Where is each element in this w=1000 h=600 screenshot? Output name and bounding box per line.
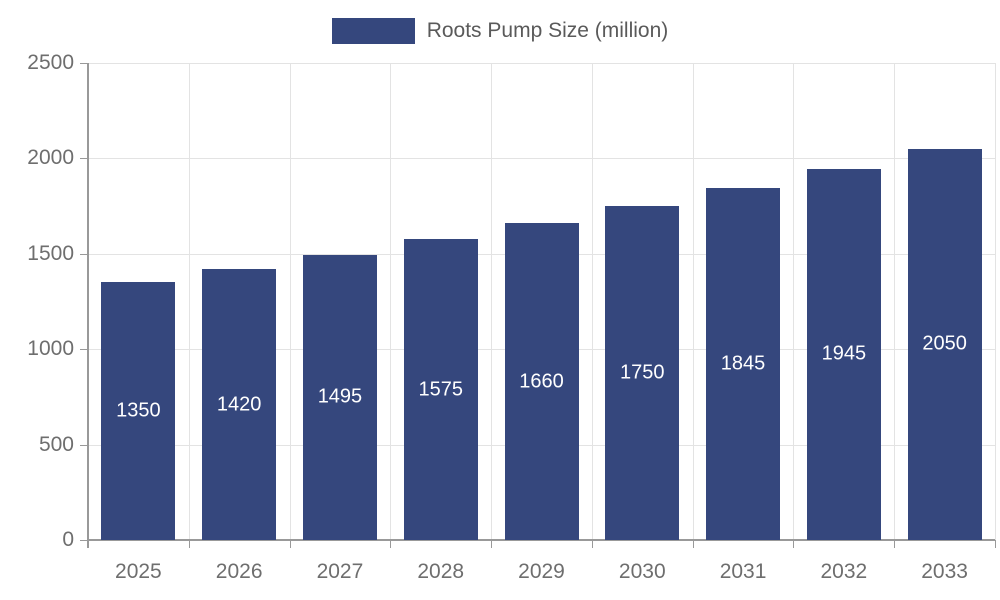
x-axis-label: 2032 <box>820 560 868 583</box>
x-axis-tick <box>692 540 694 548</box>
bar-value-label: 1945 <box>821 342 867 365</box>
bar-value-label: 1750 <box>620 361 665 384</box>
legend-item[interactable]: Roots Pump Size (million) <box>0 12 1000 50</box>
y-axis-label: 0 <box>62 528 74 551</box>
x-axis-label: 2029 <box>518 560 565 583</box>
y-axis-tick <box>80 253 88 255</box>
y-axis-label: 1500 <box>27 241 74 265</box>
x-axis-tick <box>289 540 291 548</box>
x-gridline <box>591 63 593 540</box>
y-axis-tick <box>80 158 88 160</box>
bar-value-label: 1350 <box>116 399 161 422</box>
x-gridline <box>995 63 996 540</box>
x-axis-label: 2026 <box>215 560 263 583</box>
bar[interactable] <box>706 187 781 540</box>
y-axis-label: 1000 <box>27 337 74 361</box>
x-axis-label: 2030 <box>618 560 666 583</box>
y-axis-tick <box>80 349 88 351</box>
x-axis-label: 2031 <box>719 560 767 583</box>
y-axis-tick <box>80 444 88 446</box>
x-axis-label: 2033 <box>921 560 968 583</box>
y-axis-tick <box>80 540 88 541</box>
bar-value-label: 1495 <box>317 385 363 408</box>
x-axis-tick <box>995 540 996 548</box>
y-axis-label: 500 <box>38 432 74 456</box>
legend-label: Roots Pump Size (million) <box>426 19 669 42</box>
y-axis-label: 2500 <box>27 51 74 74</box>
x-axis-label: 2027 <box>316 560 364 583</box>
x-axis-line <box>88 539 995 541</box>
x-gridline <box>289 63 291 540</box>
x-gridline <box>894 63 896 540</box>
bar-value-label: 1845 <box>720 352 766 375</box>
legend-swatch <box>331 18 415 44</box>
bar-value-label: 1575 <box>418 378 463 401</box>
bar[interactable] <box>403 239 478 540</box>
x-gridline <box>390 63 392 540</box>
x-axis-label: 2025 <box>115 560 162 583</box>
x-gridline <box>188 63 190 540</box>
x-gridline <box>491 63 493 540</box>
y-axis-label: 2000 <box>27 146 74 170</box>
x-axis-tick <box>793 540 795 548</box>
bar[interactable] <box>605 206 680 540</box>
y-axis-line <box>87 63 89 548</box>
bar[interactable] <box>907 148 982 540</box>
x-axis-tick <box>894 540 896 548</box>
bar-value-label: 1420 <box>216 393 262 416</box>
bar[interactable] <box>302 254 377 540</box>
bar[interactable] <box>806 168 881 540</box>
x-axis-tick <box>591 540 593 548</box>
y-gridline <box>88 63 995 64</box>
x-axis-tick <box>188 540 190 548</box>
y-axis-tick <box>80 63 88 64</box>
x-axis-label: 2028 <box>417 560 465 583</box>
bar-value-label: 2050 <box>922 332 967 355</box>
x-axis-tick <box>491 540 493 548</box>
bar-value-label: 1660 <box>519 370 564 393</box>
bar[interactable] <box>504 223 579 540</box>
x-gridline <box>793 63 795 540</box>
x-gridline <box>692 63 694 540</box>
y-gridline <box>88 158 995 160</box>
bar[interactable] <box>101 282 176 540</box>
bar[interactable] <box>202 269 277 540</box>
x-axis-tick <box>390 540 392 548</box>
